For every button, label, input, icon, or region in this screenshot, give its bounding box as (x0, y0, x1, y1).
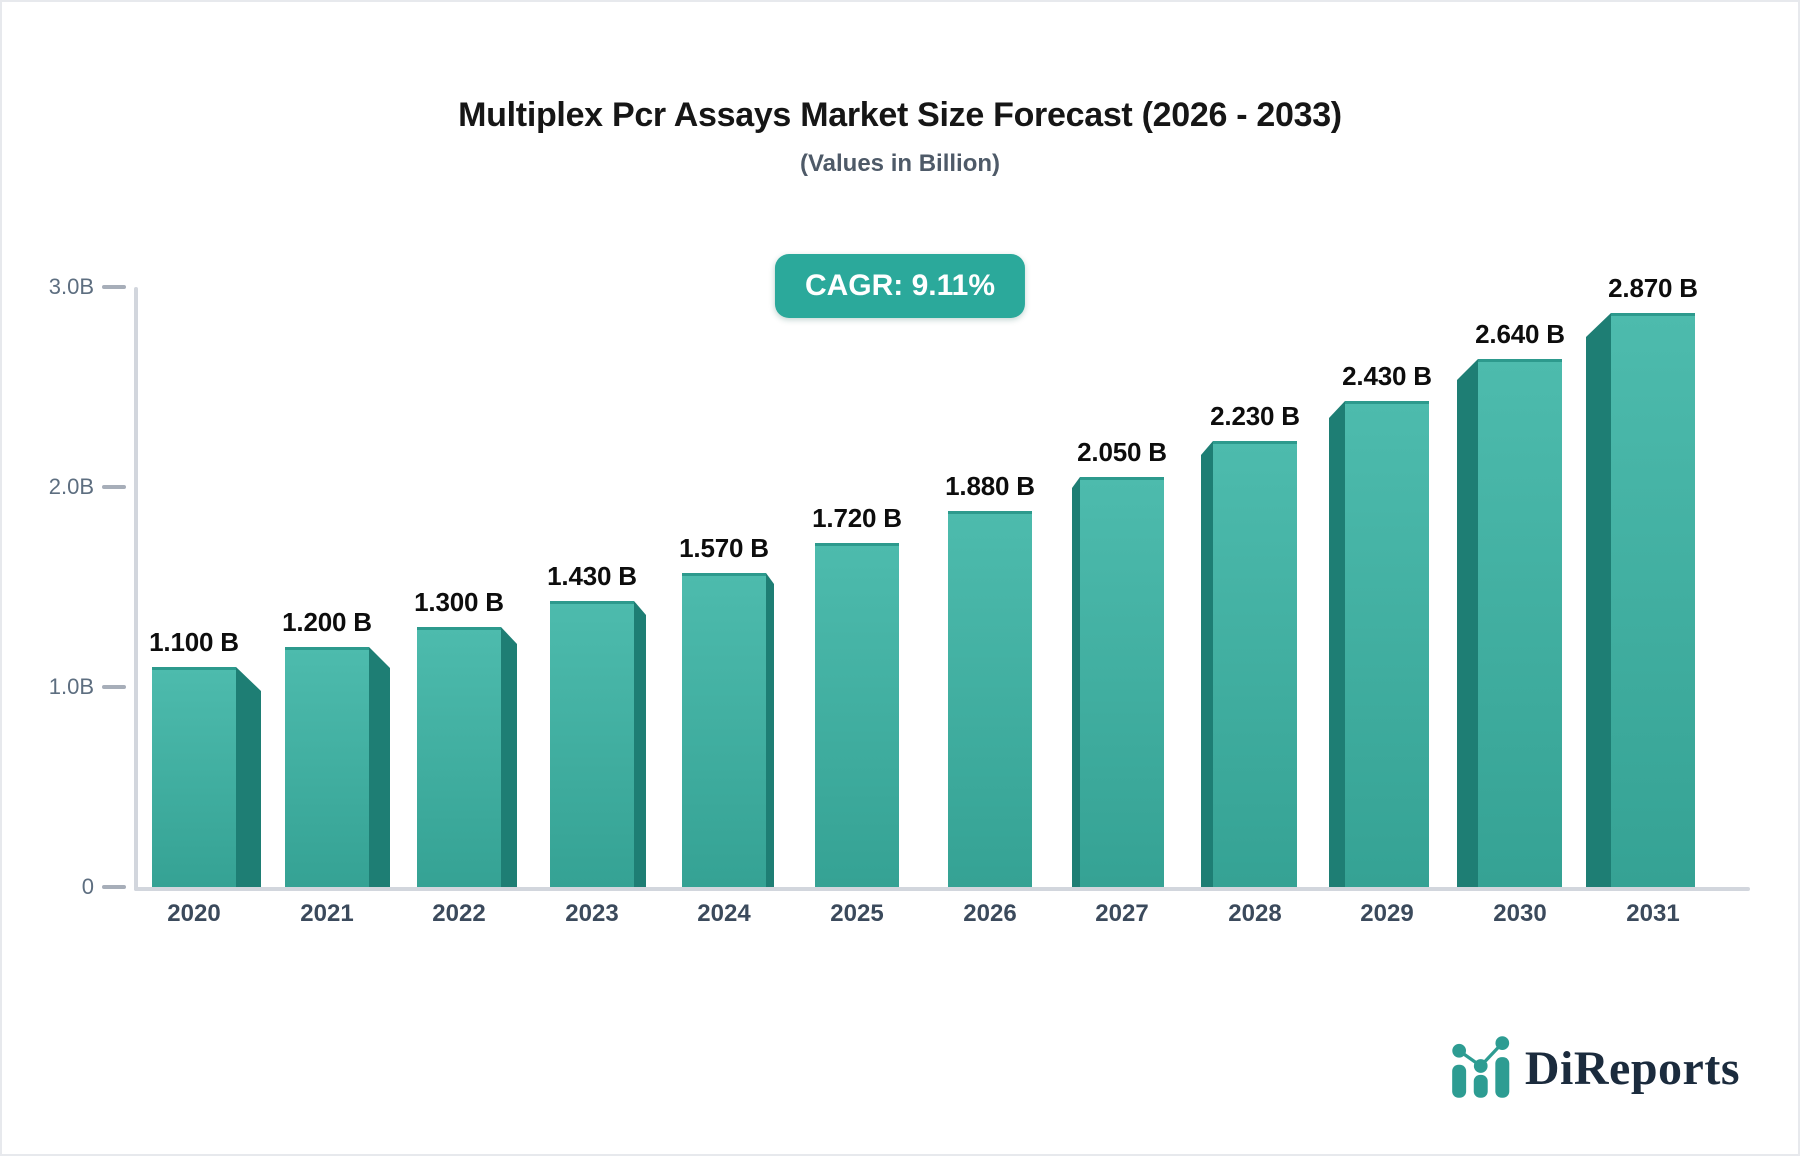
chart-subtitle: (Values in Billion) (799, 150, 1001, 177)
x-axis-label-2020: 2020 (167, 900, 221, 927)
bar-value-label: 2.640 B (1475, 319, 1565, 349)
bar-2031[interactable] (1611, 313, 1695, 887)
bar-side-panel-2031 (1586, 313, 1611, 887)
bar-side-panel-2028 (1201, 441, 1213, 887)
bar-value-label: 1.430 B (547, 561, 637, 591)
bar-value-label: 1.880 B (945, 471, 1035, 501)
bar-2030[interactable] (1478, 359, 1562, 887)
x-axis-label-2024: 2024 (697, 900, 751, 927)
bar-2023[interactable] (550, 601, 634, 887)
bar-value-label: 2.870 B (1608, 273, 1698, 303)
bar-value-label: 1.100 B (149, 627, 239, 657)
y-axis-tick-mark (102, 685, 126, 689)
y-axis-tick-label: 3.0B (48, 274, 94, 299)
x-axis-label-2022: 2022 (432, 900, 486, 927)
x-axis-label-2021: 2021 (300, 900, 354, 927)
bar-2024[interactable] (682, 573, 766, 887)
bar-value-label: 2.230 B (1210, 401, 1300, 431)
x-axis-line (134, 887, 1750, 891)
direports-logo: DiReports (1449, 1034, 1740, 1103)
bar-value-label: 1.300 B (414, 587, 504, 617)
y-axis-tick-mark (102, 485, 126, 489)
y-axis-tick-mark (102, 885, 126, 889)
bar-side-panel-2029 (1329, 401, 1345, 887)
bar-value-label: 2.050 B (1077, 437, 1167, 467)
bar-side-panel-2023 (634, 601, 646, 887)
logo-wordmark: DiReports (1524, 1042, 1740, 1095)
x-axis-label-2026: 2026 (963, 900, 1017, 927)
bar-2029[interactable] (1345, 401, 1429, 887)
y-axis-tick-label: 1.0B (48, 674, 94, 699)
chart-title: Multiplex Pcr Assays Market Size Forecas… (458, 96, 1342, 134)
bar-side-panel-2022 (501, 627, 517, 887)
y-axis-tick-mark (102, 285, 126, 289)
x-axis-label-2031: 2031 (1626, 900, 1680, 927)
bar-side-panel-2027 (1072, 477, 1080, 887)
bar-side-panel-2021 (369, 647, 390, 887)
bar-2022[interactable] (417, 627, 501, 887)
bar-value-label: 1.570 B (679, 533, 769, 563)
bar-2021[interactable] (285, 647, 369, 887)
x-axis-label-2028: 2028 (1228, 900, 1282, 927)
bar-2025[interactable] (815, 543, 899, 887)
cagr-badge: CAGR: 9.11% (774, 254, 1026, 318)
x-axis-label-2030: 2030 (1493, 900, 1547, 927)
x-axis-label-2025: 2025 (830, 900, 884, 927)
logo-mini-chart-icon (1449, 1034, 1515, 1103)
bar-value-label: 1.200 B (282, 607, 372, 637)
x-axis-label-2023: 2023 (565, 900, 619, 927)
bar-side-panel-2020 (236, 667, 261, 887)
y-axis-tick-label: 2.0B (48, 474, 94, 499)
x-axis-label-2029: 2029 (1360, 900, 1414, 927)
bar-2027[interactable] (1080, 477, 1164, 887)
bar-side-panel-2024 (766, 573, 774, 887)
bar-value-label: 1.720 B (812, 503, 902, 533)
y-axis-tick-label: 0 (81, 874, 94, 899)
bar-value-label: 2.430 B (1342, 361, 1432, 391)
y-axis-line (134, 287, 138, 891)
bar-2028[interactable] (1213, 441, 1297, 887)
bar-side-panel-2030 (1457, 359, 1478, 887)
bar-2026[interactable] (948, 511, 1032, 887)
bar-2020[interactable] (152, 667, 236, 887)
x-axis-label-2027: 2027 (1095, 900, 1149, 927)
